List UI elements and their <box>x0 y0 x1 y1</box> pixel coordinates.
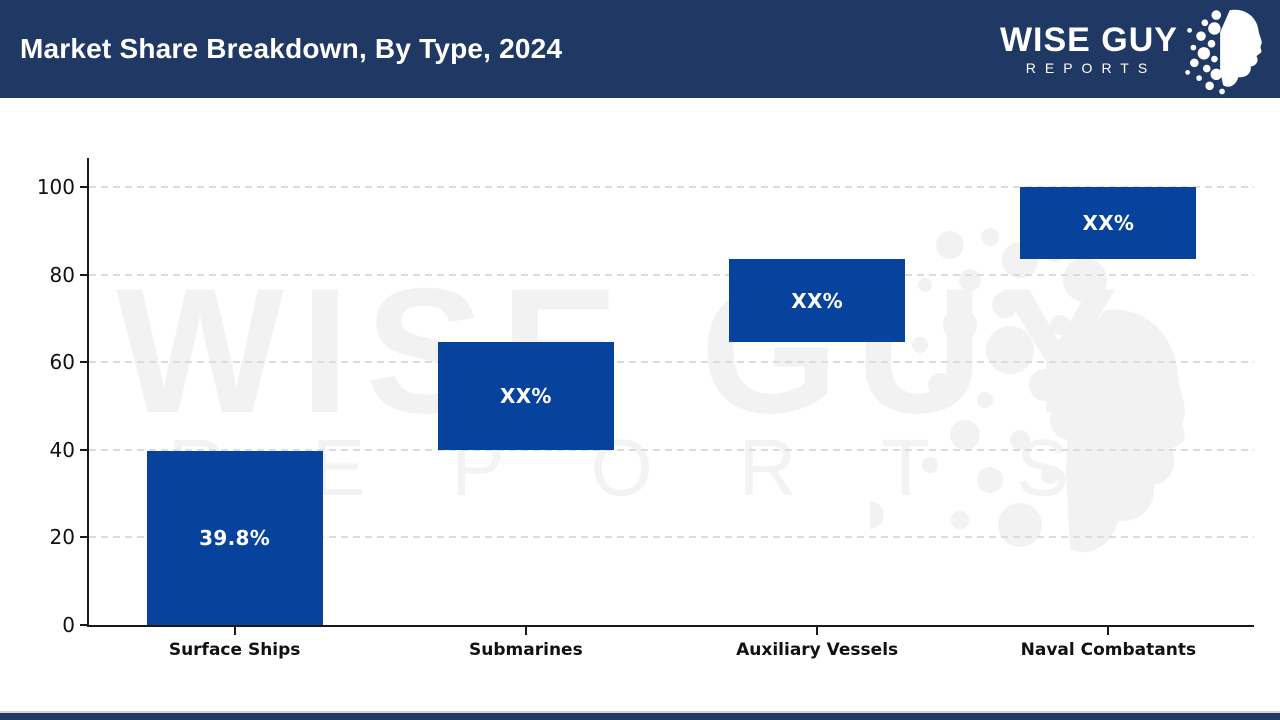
bar-value-label-auxiliary-vessels: XX% <box>791 288 844 313</box>
logo-subtitle: REPORTS <box>1025 60 1157 76</box>
y-tick-mark-100 <box>80 186 88 188</box>
x-category-label-submarines: Submarines <box>469 640 583 660</box>
x-axis-line <box>87 625 1254 627</box>
logo-head-icon <box>1185 9 1262 95</box>
bar-value-label-naval-combatants: XX% <box>1082 211 1135 236</box>
gridline-20 <box>89 536 1254 539</box>
bar-naval-combatants: XX% <box>1020 187 1197 260</box>
bar-surface-ships: 39.8% <box>146 450 323 625</box>
x-category-label-auxiliary-vessels: Auxiliary Vessels <box>736 640 899 660</box>
x-tick-mark-naval-combatants <box>1107 627 1110 635</box>
y-tick-mark-40 <box>80 448 88 451</box>
y-tick-label-60: 60 <box>49 350 75 375</box>
gridline-60 <box>89 361 1254 364</box>
page-title: Market Share Breakdown, By Type, 2024 <box>20 33 563 64</box>
y-tick-mark-0 <box>80 624 88 626</box>
wise-guy-logo: WISE GUY REPORTS <box>1000 3 1266 95</box>
x-category-label-surface-ships: Surface Ships <box>168 640 301 660</box>
y-tick-label-40: 40 <box>49 437 75 462</box>
x-tick-mark-auxiliary-vessels <box>816 627 819 635</box>
x-category-label-naval-combatants: Naval Combatants <box>1020 640 1197 660</box>
watermark-wordmark: WISE GUY <box>116 251 1135 450</box>
bar-value-label-surface-ships: 39.8% <box>199 525 271 550</box>
logo-wordmark: WISE GUY <box>999 21 1178 59</box>
y-tick-label-0: 0 <box>62 613 75 637</box>
y-tick-mark-80 <box>80 273 88 276</box>
bar-auxiliary-vessels: XX% <box>729 259 906 343</box>
y-tick-label-100: 100 <box>36 175 75 199</box>
y-axis-line <box>87 158 89 627</box>
bar-value-label-submarines: XX% <box>499 384 552 409</box>
gridline-40 <box>89 448 1254 451</box>
y-tick-mark-60 <box>80 361 88 364</box>
gridline-80 <box>89 273 1254 276</box>
bar-submarines: XX% <box>437 342 614 450</box>
y-tick-mark-20 <box>80 536 88 539</box>
gridline-100 <box>89 186 1254 188</box>
y-tick-label-20: 20 <box>49 525 75 550</box>
footer-bar <box>0 713 1280 720</box>
header: Market Share Breakdown, By Type, 2024 WI… <box>0 0 1280 98</box>
logo-text: WISE GUY REPORTS <box>1000 23 1178 75</box>
y-tick-label-80: 80 <box>49 262 75 287</box>
x-tick-mark-submarines <box>524 627 527 635</box>
x-tick-mark-surface-ships <box>233 627 236 635</box>
